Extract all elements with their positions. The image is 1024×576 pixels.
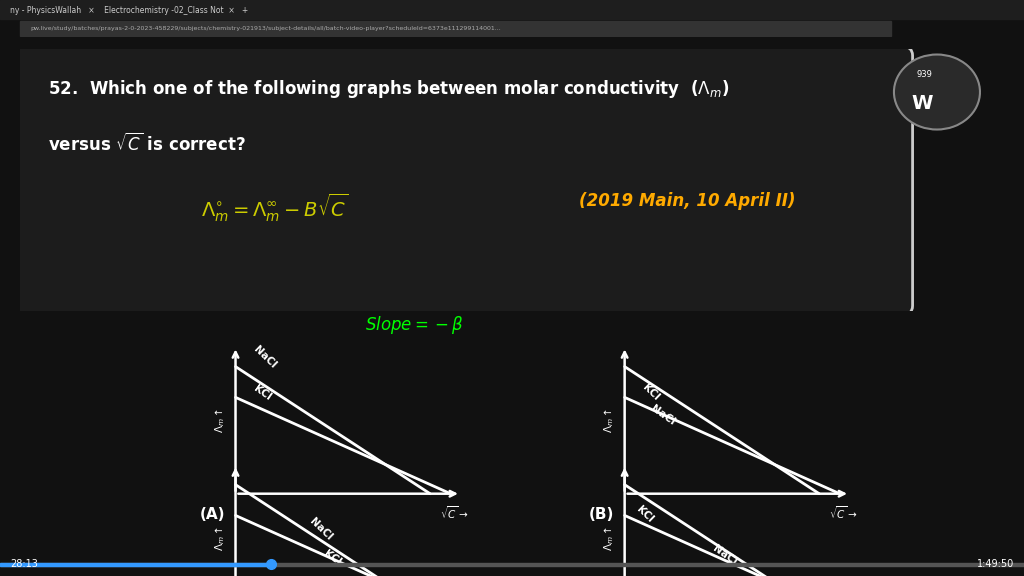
Text: 28:13: 28:13 <box>10 559 38 570</box>
Text: (A): (A) <box>200 507 225 522</box>
Text: NaCl: NaCl <box>711 544 738 567</box>
Text: KCl: KCl <box>635 505 655 525</box>
Text: W: W <box>911 94 933 113</box>
Text: $\Lambda_m^{\circ} = \Lambda_m^{\infty} - B\sqrt{C}$: $\Lambda_m^{\circ} = \Lambda_m^{\infty} … <box>201 192 349 225</box>
Text: (2019 Main, 10 April II): (2019 Main, 10 April II) <box>580 192 796 210</box>
Text: 939: 939 <box>916 70 933 79</box>
Text: $\Lambda_m\uparrow$: $\Lambda_m\uparrow$ <box>603 526 616 551</box>
Bar <box>0 563 271 566</box>
Text: $Slope = -\beta$: $Slope = -\beta$ <box>366 314 464 336</box>
Text: 1:49:50: 1:49:50 <box>977 559 1014 570</box>
Bar <box>20 21 891 36</box>
Text: NaCl: NaCl <box>307 516 334 542</box>
Bar <box>0 0 1024 19</box>
Text: $\sqrt{C}\rightarrow$: $\sqrt{C}\rightarrow$ <box>440 505 469 521</box>
Text: $\sqrt{C}\rightarrow$: $\sqrt{C}\rightarrow$ <box>829 505 858 521</box>
Text: pw.live/study/batches/prayas-2-0-2023-458229/subjects/chemistry-021913/subject-d: pw.live/study/batches/prayas-2-0-2023-45… <box>31 26 502 31</box>
Circle shape <box>894 55 980 130</box>
Text: KCl: KCl <box>322 549 343 567</box>
Text: KCl: KCl <box>641 382 662 403</box>
Text: NaCl: NaCl <box>252 344 279 370</box>
Bar <box>0 563 1024 566</box>
Text: (B): (B) <box>589 507 614 522</box>
Text: NaCl: NaCl <box>649 403 677 427</box>
Text: 52.  Which one of the following graphs between molar conductivity  ($\Lambda_m$): 52. Which one of the following graphs be… <box>47 78 729 100</box>
Text: $\Lambda_m\uparrow$: $\Lambda_m\uparrow$ <box>214 526 227 551</box>
Text: $\Lambda_m\uparrow$: $\Lambda_m\uparrow$ <box>214 408 227 433</box>
Text: versus $\sqrt{C}$ is correct?: versus $\sqrt{C}$ is correct? <box>47 133 245 155</box>
Text: ny - PhysicsWallah   ×    Electrochemistry -02_Class Not  ×   +: ny - PhysicsWallah × Electrochemistry -0… <box>10 6 249 15</box>
FancyBboxPatch shape <box>11 46 912 316</box>
Text: $\Lambda_m\uparrow$: $\Lambda_m\uparrow$ <box>603 408 616 433</box>
Text: KCl: KCl <box>252 384 273 403</box>
